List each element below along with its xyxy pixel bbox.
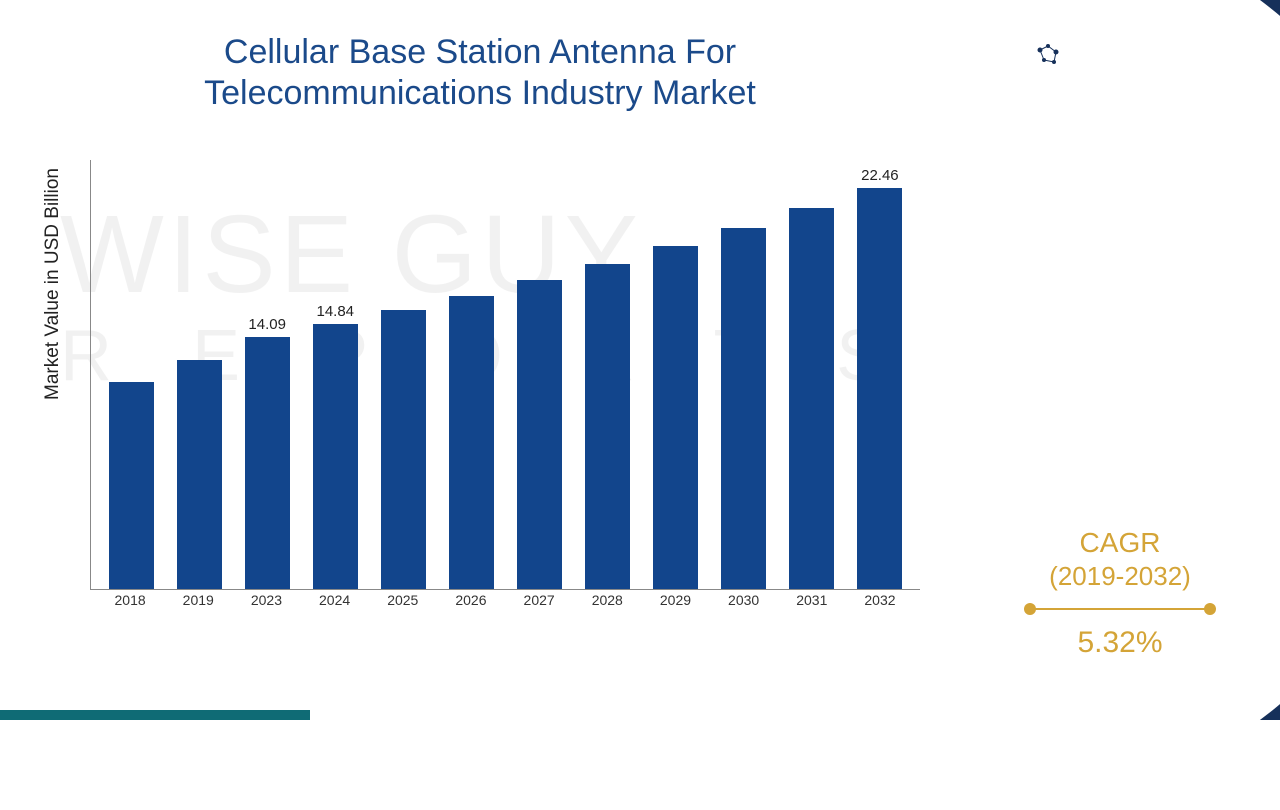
bar-value-label: 14.09	[248, 316, 286, 333]
bar-wrap	[505, 160, 573, 589]
bar	[789, 208, 834, 589]
x-tick-label: 2023	[232, 592, 300, 608]
bar	[653, 246, 698, 589]
x-tick-label: 2030	[710, 592, 778, 608]
bar	[381, 310, 426, 589]
cagr-label: CAGR	[990, 527, 1250, 559]
cagr-block: CAGR (2019-2032) 5.32%	[990, 527, 1250, 660]
bar	[517, 280, 562, 589]
y-axis-label: Market Value in USD Billion	[42, 168, 64, 400]
bar-value-label: 22.46	[861, 167, 899, 184]
cagr-divider	[1030, 608, 1210, 610]
chart-area: 14.09 14.84 22.46 201820192023202420252026…	[90, 160, 920, 620]
logo: WISE GUY R E P O R T S	[1056, 30, 1250, 79]
x-tick-label: 2025	[369, 592, 437, 608]
bar	[177, 360, 222, 589]
cagr-period: (2019-2032)	[990, 561, 1250, 592]
bar-wrap	[574, 160, 642, 589]
x-axis-labels: 2018201920232024202520262027202820292030…	[90, 592, 920, 608]
bar-wrap	[642, 160, 710, 589]
bars-container: 14.09 14.84 22.46	[91, 160, 920, 589]
bar-value-label: 14.84	[316, 303, 354, 320]
x-tick-label: 2027	[505, 592, 573, 608]
bar-wrap: 14.84	[301, 160, 369, 589]
bar	[245, 337, 290, 589]
bottom-accent-bar	[0, 710, 310, 720]
bar	[857, 188, 902, 589]
bar	[585, 264, 630, 589]
bar	[721, 228, 766, 589]
x-tick-label: 2031	[778, 592, 846, 608]
x-tick-label: 2024	[301, 592, 369, 608]
chart-title: Cellular Base Station Antenna For Teleco…	[110, 32, 850, 114]
bar	[109, 382, 154, 589]
logo-main: WISE GUY	[1056, 30, 1250, 67]
bar-wrap	[165, 160, 233, 589]
cagr-value: 5.32%	[990, 626, 1250, 660]
bar-wrap: 14.09	[233, 160, 301, 589]
logo-sub: R E P O R T S	[1056, 63, 1250, 79]
bar-wrap	[710, 160, 778, 589]
x-tick-label: 2029	[641, 592, 709, 608]
x-tick-label: 2018	[96, 592, 164, 608]
x-tick-label: 2019	[164, 592, 232, 608]
bar-wrap	[97, 160, 165, 589]
x-tick-label: 2026	[437, 592, 505, 608]
bar	[313, 324, 358, 589]
head-icon	[1020, 28, 1080, 98]
x-tick-label: 2028	[573, 592, 641, 608]
bar-wrap: 22.46	[846, 160, 914, 589]
plot: 14.09 14.84 22.46	[90, 160, 920, 590]
bar	[449, 296, 494, 589]
x-tick-label: 2032	[846, 592, 914, 608]
bar-wrap	[437, 160, 505, 589]
bar-wrap	[369, 160, 437, 589]
bar-wrap	[778, 160, 846, 589]
